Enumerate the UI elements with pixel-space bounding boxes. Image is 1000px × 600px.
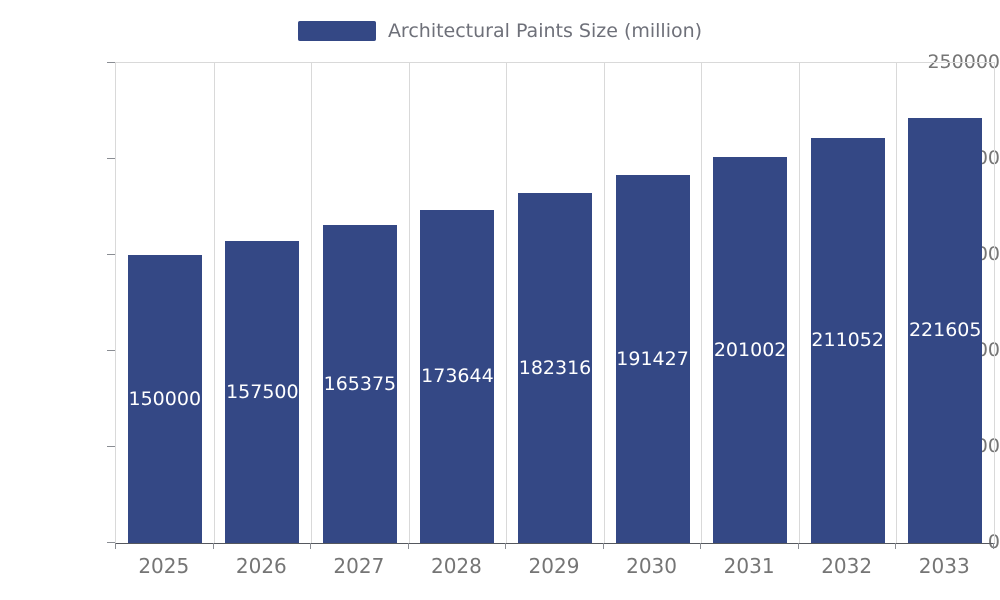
x-tick-label-2032: 2032 (821, 554, 873, 578)
legend[interactable]: Architectural Paints Size (million) (0, 20, 1000, 42)
plot-area: 150000 157500 165375 173644 182316 191427 2010… (115, 62, 995, 544)
x-tick-label-2026: 2026 (235, 554, 287, 578)
bar-value-label: 182316 (518, 356, 592, 379)
y-tick-mark (107, 446, 115, 447)
x-tick-mark (505, 543, 507, 549)
x-tick-mark (212, 543, 214, 549)
bar-2032 (810, 137, 885, 543)
x-tick-label-2033: 2033 (918, 554, 970, 578)
x-tick-mark (602, 543, 604, 549)
x-tick-label-2029: 2029 (528, 554, 580, 578)
bar-value-label: 173644 (421, 365, 494, 388)
x-tick-label-2031: 2031 (723, 554, 775, 578)
y-tick-mark (107, 158, 115, 159)
bar-value-label: 191427 (616, 348, 689, 371)
x-tick-mark (797, 543, 799, 549)
gridline-vertical (701, 63, 703, 543)
bar-value-label: 165375 (323, 373, 397, 396)
bar-2031 (713, 157, 788, 543)
x-tick-label-2027: 2027 (333, 554, 385, 578)
y-tick-mark (107, 542, 115, 543)
bar-value-label: 157500 (226, 380, 299, 403)
bar-value-label: 201002 (713, 339, 787, 362)
x-tick-label-2030: 2030 (626, 554, 677, 578)
gridline-vertical (213, 63, 215, 543)
gridline-vertical (603, 63, 605, 543)
gridline-vertical (896, 63, 898, 543)
x-tick-mark (115, 543, 116, 549)
y-tick-label: 0 (987, 531, 1000, 553)
gridline-vertical (798, 63, 800, 543)
bar-2030 (615, 175, 690, 543)
bar-value-label: 211052 (811, 329, 884, 352)
x-tick-mark (895, 543, 897, 549)
y-tick-mark (107, 350, 115, 351)
gridline-vertical (408, 63, 410, 543)
bar-value-label: 150000 (128, 388, 202, 410)
x-tick-label-2028: 2028 (430, 554, 482, 578)
legend-label[interactable]: Architectural Paints Size (million) (387, 20, 703, 42)
x-tick-mark (993, 543, 994, 549)
bar-2029 (518, 192, 592, 543)
x-tick-mark (407, 543, 409, 549)
bar-2026 (225, 240, 300, 543)
bar-2028 (420, 209, 495, 543)
gridline-vertical (506, 63, 508, 543)
bar-2025 (127, 255, 202, 543)
bar-2033 (908, 117, 983, 543)
y-tick-mark (107, 254, 115, 255)
gridline-vertical (311, 63, 313, 543)
bar-value-label: 221605 (908, 319, 982, 342)
bar-2027 (322, 225, 397, 543)
x-tick-mark (310, 543, 312, 549)
x-tick-mark (700, 543, 702, 549)
y-tick-mark (107, 62, 115, 63)
legend-swatch[interactable] (297, 21, 376, 41)
x-tick-label-2025: 2025 (138, 554, 190, 578)
